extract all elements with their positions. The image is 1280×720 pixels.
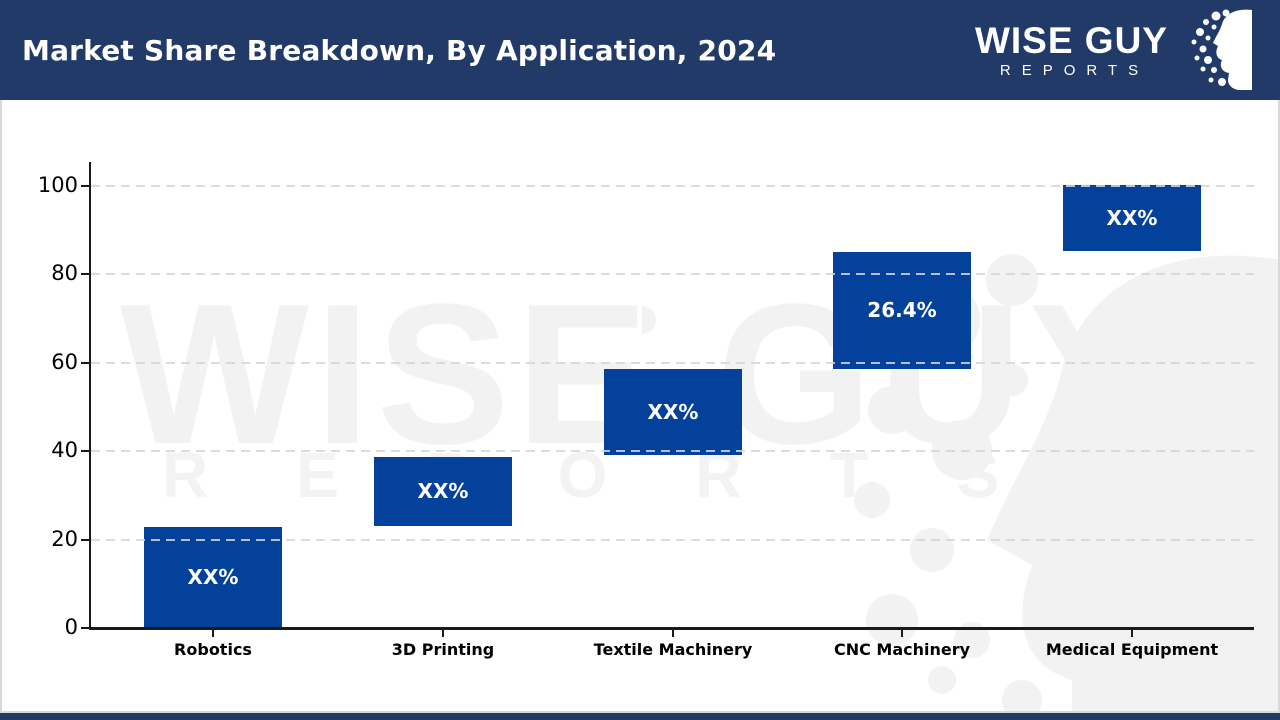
y-tick-mark xyxy=(81,273,89,275)
bar-value-label: XX% xyxy=(187,564,239,589)
bar: XX% xyxy=(374,457,512,526)
grid-line xyxy=(91,184,1254,187)
bar: XX% xyxy=(144,526,282,627)
dotted-face-logo-icon xyxy=(1191,9,1252,90)
bar-value-label: 26.4% xyxy=(867,298,937,323)
bar: 26.4% xyxy=(833,251,971,369)
logo-subtitle: REPORTS xyxy=(999,62,1150,79)
y-tick-label: 0 xyxy=(64,615,78,639)
bar-value-label: XX% xyxy=(1106,205,1158,230)
x-tick-mark xyxy=(442,630,444,637)
chart-card: WISE GUY REPORTS 0 20 40 60 80 100 XX% Robotics… xyxy=(0,100,1280,713)
bar: XX% xyxy=(1063,184,1201,252)
y-tick-label: 80 xyxy=(51,261,78,285)
x-tick-mark xyxy=(672,630,674,637)
y-tick-label: 20 xyxy=(51,526,78,551)
y-tick-label: 100 xyxy=(37,172,78,197)
x-tick-label: Medical Equipment xyxy=(1045,640,1219,659)
logo-wordmark: WISE GUY xyxy=(974,20,1168,61)
y-tick-label: 40 xyxy=(51,438,78,462)
x-tick-label: 3D Printing xyxy=(391,640,495,659)
x-tick-label: Textile Machinery xyxy=(593,640,753,659)
bar-value-label: XX% xyxy=(647,399,699,424)
wise-guy-logo: WISE GUY REPORTS xyxy=(975,8,1254,92)
x-tick-mark xyxy=(212,630,214,637)
x-axis-line xyxy=(89,627,1254,630)
grid-line xyxy=(91,361,1254,364)
page-title: Market Share Breakdown, By Application, … xyxy=(22,33,777,67)
logo-text: WISE GUY REPORTS xyxy=(975,22,1168,78)
bar: XX% xyxy=(604,369,742,455)
y-tick-mark xyxy=(81,538,89,541)
y-tick-label: 60 xyxy=(51,349,78,374)
grid-line xyxy=(91,538,1254,541)
grid-line xyxy=(91,450,1254,452)
y-tick-mark xyxy=(81,450,89,452)
y-tick-mark xyxy=(81,184,89,187)
footer-bar xyxy=(0,713,1280,720)
y-axis-line xyxy=(89,162,91,627)
x-tick-label: Robotics xyxy=(174,640,252,659)
x-tick-mark xyxy=(901,630,903,637)
y-tick-mark xyxy=(81,627,89,629)
y-tick-mark xyxy=(81,361,89,364)
x-tick-label: CNC Machinery xyxy=(833,640,971,659)
header-bar: Market Share Breakdown, By Application, … xyxy=(0,0,1280,100)
grid-line xyxy=(91,273,1254,275)
x-tick-mark xyxy=(1131,630,1133,637)
bar-value-label: XX% xyxy=(417,479,469,504)
